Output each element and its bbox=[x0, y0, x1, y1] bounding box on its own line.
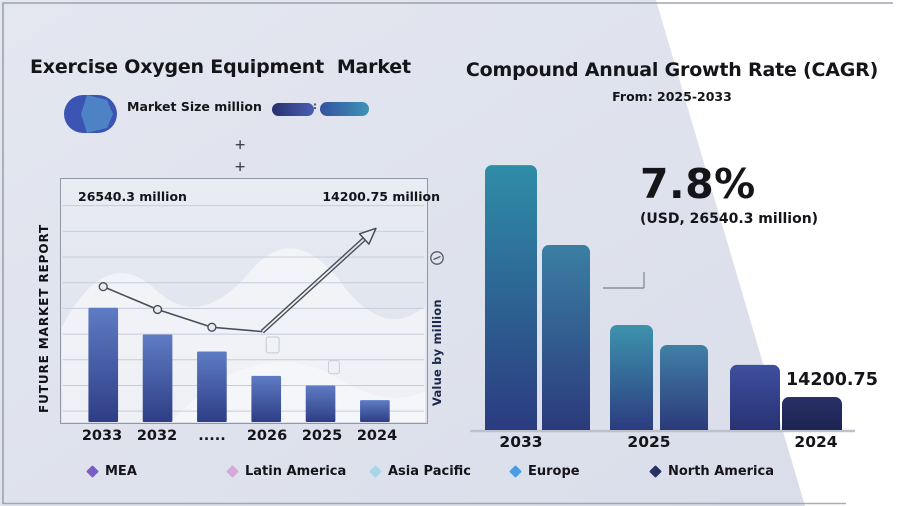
start-value-label: 26540.3 million bbox=[78, 189, 187, 204]
diamond-icon bbox=[369, 464, 382, 478]
value-label-2024: 14200.75 bbox=[786, 370, 878, 390]
x-tick: ..... bbox=[198, 428, 226, 444]
cagr-chart-plot bbox=[470, 165, 855, 433]
diamond-icon bbox=[86, 464, 99, 478]
cagr-title: Compound Annual Growth Rate (CAGR) bbox=[465, 59, 879, 81]
diamond-icon bbox=[226, 464, 239, 478]
x-tick: 2026 bbox=[246, 428, 288, 444]
legend-item-latin-america: Latin America bbox=[226, 463, 347, 479]
x-tick: 2025 bbox=[627, 433, 671, 451]
pill-shape-teal bbox=[320, 102, 369, 116]
pill-separator: : bbox=[313, 101, 317, 112]
plus-mark-bottom: + bbox=[235, 157, 246, 177]
market-size-chart: 26540.3 million 14200.75 million bbox=[60, 178, 440, 424]
legend-label: Asia Pacific bbox=[388, 463, 472, 479]
legend-label: MEA bbox=[105, 463, 137, 479]
legend-item-europe: Europe bbox=[509, 463, 580, 479]
diamond-icon bbox=[649, 464, 662, 478]
x-tick: 2033 bbox=[499, 433, 543, 451]
legend-label: North America bbox=[668, 463, 774, 479]
cylinder-icon bbox=[64, 95, 117, 133]
pill-shape-dark bbox=[272, 103, 314, 116]
page-title: Exercise Oxygen Equipment Market bbox=[30, 56, 411, 78]
legend-label: Europe bbox=[528, 463, 580, 479]
legend-item-mea: MEA bbox=[86, 463, 137, 479]
market-size-chart-plot bbox=[61, 205, 426, 422]
left-chart-x-axis: 2033 2032 ..... 2026 2025 2024 bbox=[60, 428, 428, 448]
x-tick: 2024 bbox=[356, 428, 398, 444]
x-tick: 2024 bbox=[794, 433, 838, 451]
legend-item-north-america: North America bbox=[649, 463, 774, 479]
plus-mark-top: + bbox=[235, 135, 246, 155]
legend-item-asia-pacific: Asia Pacific bbox=[369, 463, 472, 479]
x-tick: 2032 bbox=[136, 428, 178, 444]
cagr-period: From: 2025-2033 bbox=[612, 89, 732, 104]
x-tick: 2025 bbox=[301, 428, 343, 444]
cagr-value: 7.8% bbox=[640, 160, 756, 208]
x-tick: 2033 bbox=[81, 428, 123, 444]
market-size-label: Market Size million bbox=[127, 99, 262, 114]
legend-label: Latin America bbox=[245, 463, 347, 479]
cagr-detail: (USD, 26540.3 million) bbox=[640, 211, 819, 227]
right-chart-x-axis: 2033 2025 2024 bbox=[468, 433, 858, 455]
diamond-icon bbox=[509, 464, 522, 478]
end-value-label: 14200.75 million bbox=[322, 189, 440, 204]
circle-minus-icon bbox=[430, 251, 444, 265]
